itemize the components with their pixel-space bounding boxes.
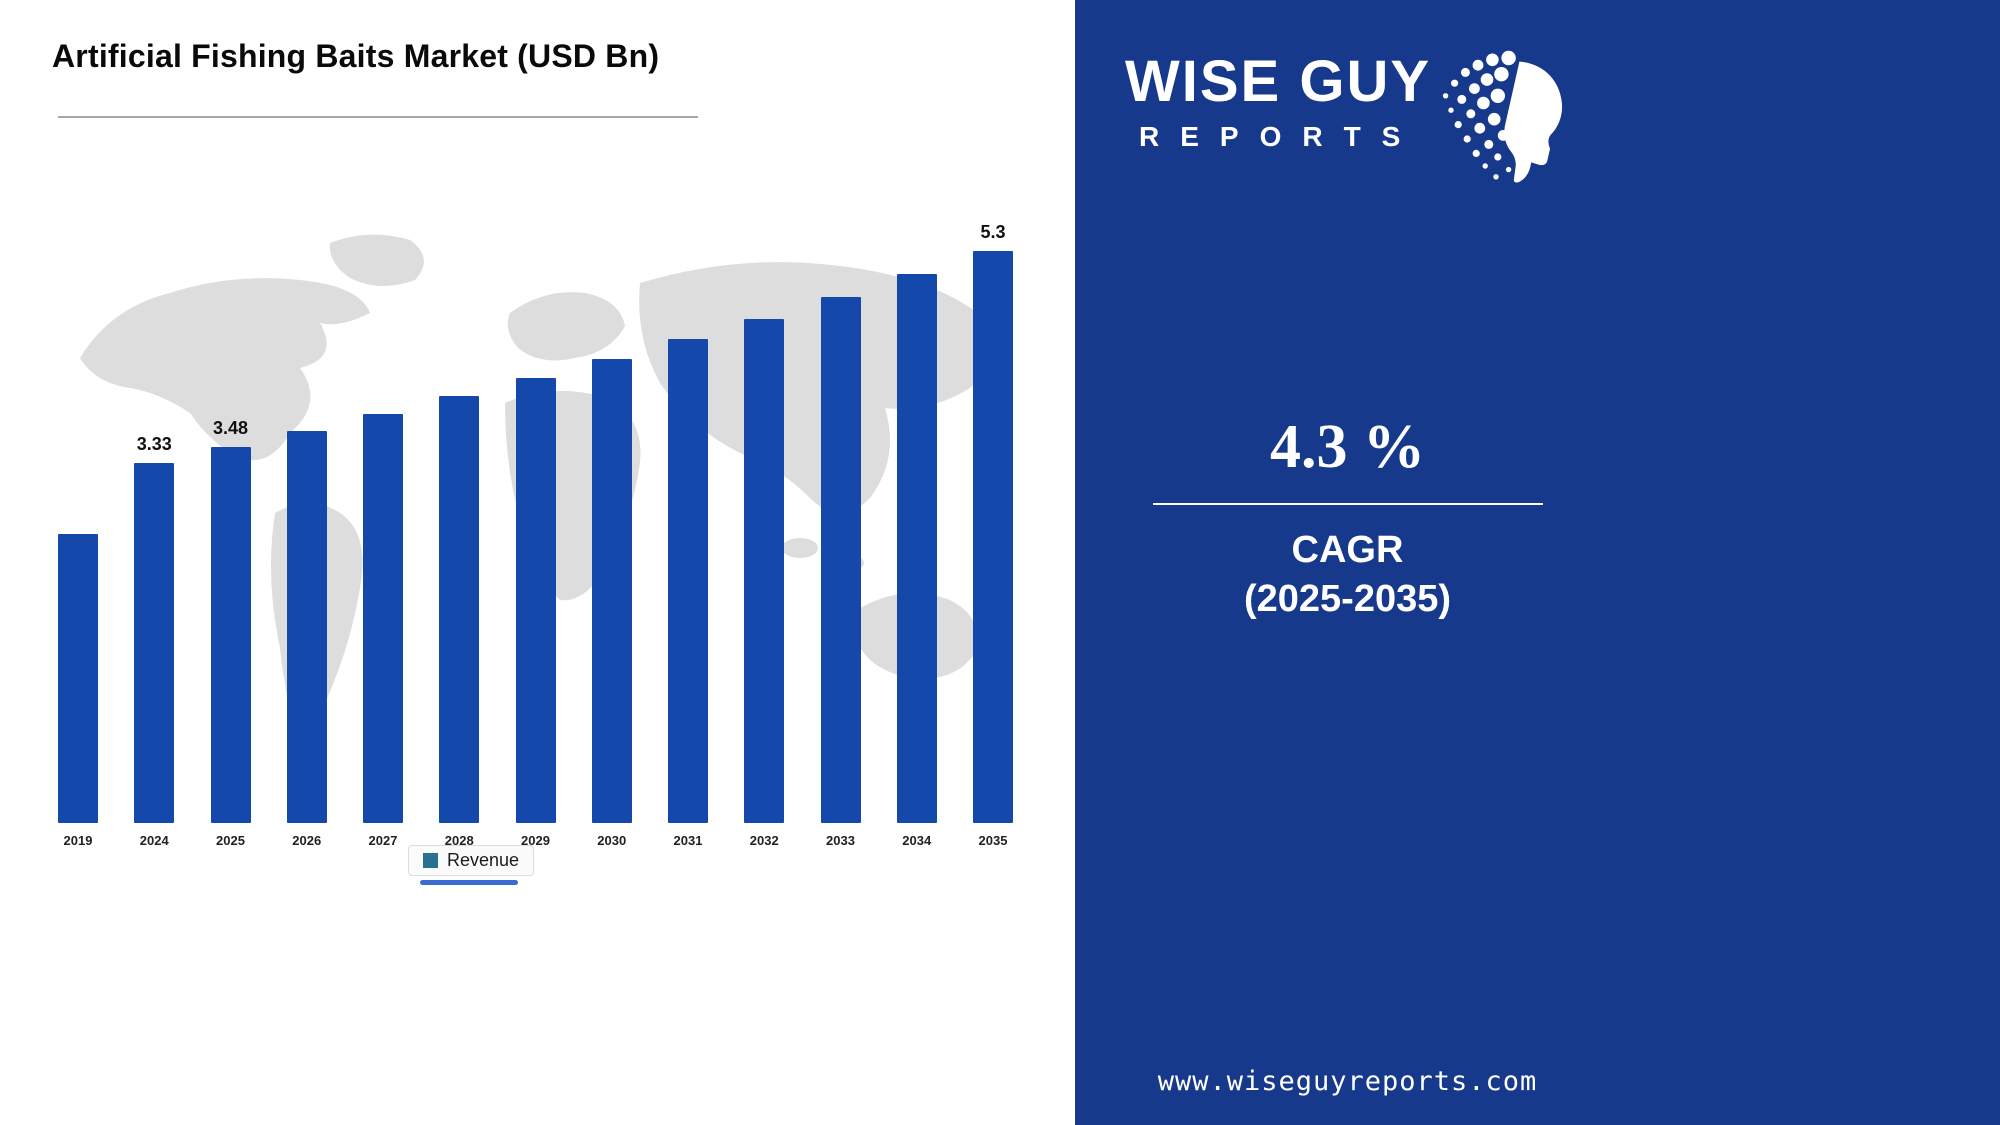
bar-group-2034: 2034 [896,222,937,848]
bar-value-label-2024: 3.33 [136,434,172,454]
bar-group-2027: 2027 [363,222,403,848]
logo-wiseguy-text: WISE GUY [1125,49,1432,114]
logo-text: WISE GUY REPORTS [1125,49,1432,153]
wise-guy-reports-logo: WISE GUY REPORTS [1125,49,1568,196]
x-tick-2024: 2024 [139,833,169,848]
x-tick-2025: 2025 [216,833,245,848]
bar-2028[interactable] [439,396,480,823]
bar-group-2024: 3.33 2024 [134,222,175,848]
bar-2024[interactable] [134,463,175,823]
x-tick-2028: 2028 [444,833,474,848]
bar-group-2026: 2026 [286,222,327,848]
legend-revenue[interactable]: Revenue [408,845,535,876]
cagr-divider [1152,503,1543,505]
bar-2019[interactable] [58,534,98,823]
website-url: www.wiseguyreports.com [1157,1066,1538,1097]
cagr-value: 4.3 % [1270,413,1425,481]
bar-group-2030: 2030 [591,222,632,848]
logo-reports-text: REPORTS [1139,120,1422,152]
bar-2027[interactable] [363,414,403,823]
x-tick-2029: 2029 [521,833,550,848]
x-tick-2030: 2030 [597,833,627,848]
dotted-head-profile-icon [1442,50,1563,183]
x-tick-2032: 2032 [749,833,779,848]
bar-group-2019: 2019 [58,222,98,848]
legend-swatch [423,853,438,868]
side-panel: WISE GUY REPORTS [1075,0,2000,1125]
bar-2033[interactable] [820,297,861,823]
bar-group-2032: 2032 [744,222,785,848]
chart-title: Artificial Fishing Baits Market (USD Bn) [52,38,660,74]
x-tick-2035: 2035 [978,833,1008,848]
bar-2034[interactable] [896,274,937,823]
bar-2030[interactable] [591,359,632,823]
bar-2032[interactable] [744,319,785,823]
bar-group-2028: 2028 [439,222,480,848]
bar-value-label-2035: 5.3 [980,222,1006,242]
bar-group-2025: 3.48 2025 [210,222,251,848]
bar-2031[interactable] [668,339,708,823]
bar-2025[interactable] [210,447,251,823]
x-tick-2026: 2026 [292,833,322,848]
panel-column: WISE GUY REPORTS [1075,0,1620,1125]
chart-section: Artificial Fishing Baits Market (USD Bn) [52,38,1013,885]
x-tick-2034: 2034 [902,833,932,848]
x-tick-2033: 2033 [826,833,855,848]
cagr-range: (2025-2035) [1243,578,1452,620]
title-underline [58,116,698,118]
bar-group-2029: 2029 [515,222,556,848]
bar-2026[interactable] [286,431,327,823]
bar-2035[interactable] [973,251,1013,823]
x-tick-2019: 2019 [63,833,93,848]
bar-chart: 2019 3.33 2024 3.48 2025 2026 2027 2028 2029 2030… [58,222,1013,848]
bar-2029[interactable] [515,378,556,823]
cagr-label: CAGR [1291,529,1404,571]
bar-group-2031: 2031 [668,222,708,848]
bar-value-label-2025: 3.48 [212,418,249,438]
bar-group-2033: 2033 [820,222,861,848]
x-tick-2027: 2027 [368,833,398,848]
scrollbar-thumb[interactable] [420,880,518,885]
bar-group-2035: 5.3 2035 [973,222,1013,848]
legend-label: Revenue [447,850,520,870]
x-tick-2031: 2031 [673,833,703,848]
cagr-block: 4.3 % CAGR (2025-2035) [1075,412,1620,621]
